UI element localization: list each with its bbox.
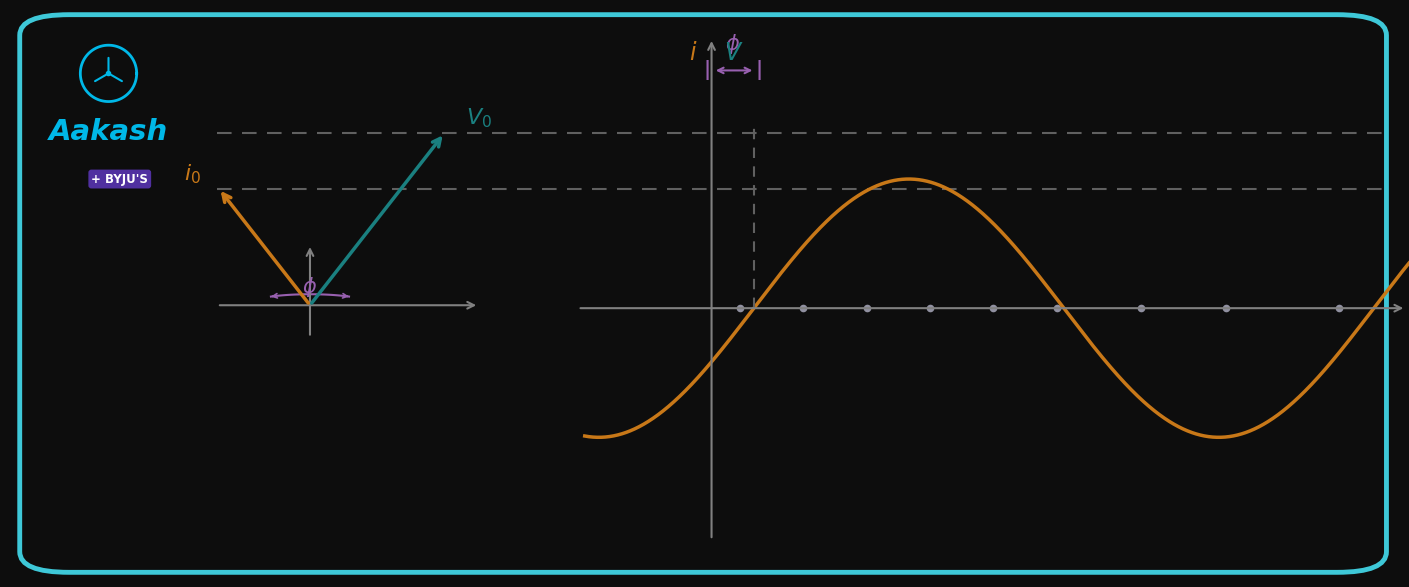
Text: $\phi$: $\phi$ <box>726 32 740 56</box>
Text: |: | <box>703 60 712 80</box>
Text: $i_0$: $i_0$ <box>183 162 200 185</box>
Text: Aakash: Aakash <box>49 118 168 146</box>
Text: $i$: $i$ <box>689 41 697 65</box>
Text: |: | <box>755 60 764 80</box>
Text: $\phi$: $\phi$ <box>303 275 317 299</box>
Text: $V_0$: $V_0$ <box>465 107 492 130</box>
Text: $V$: $V$ <box>724 41 744 65</box>
Text: + BYJU'S: + BYJU'S <box>92 173 148 185</box>
